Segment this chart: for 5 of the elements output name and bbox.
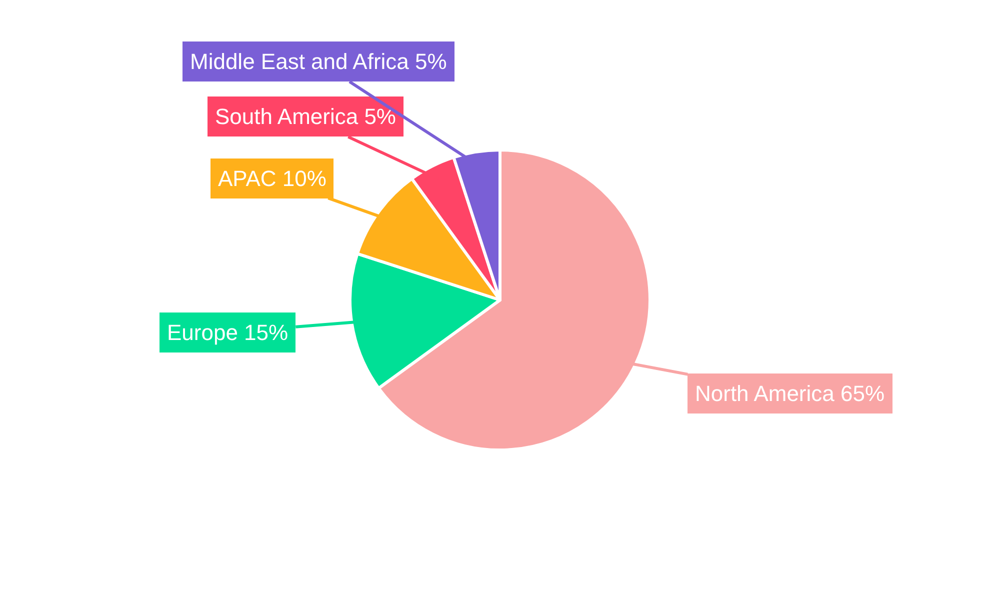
slice-label: Middle East and Africa 5% — [190, 49, 447, 74]
slice-label: APAC 10% — [218, 166, 326, 191]
slice-label: Europe 15% — [167, 320, 288, 345]
slice-label: North America 65% — [695, 381, 885, 406]
slice-label: South America 5% — [215, 104, 396, 129]
